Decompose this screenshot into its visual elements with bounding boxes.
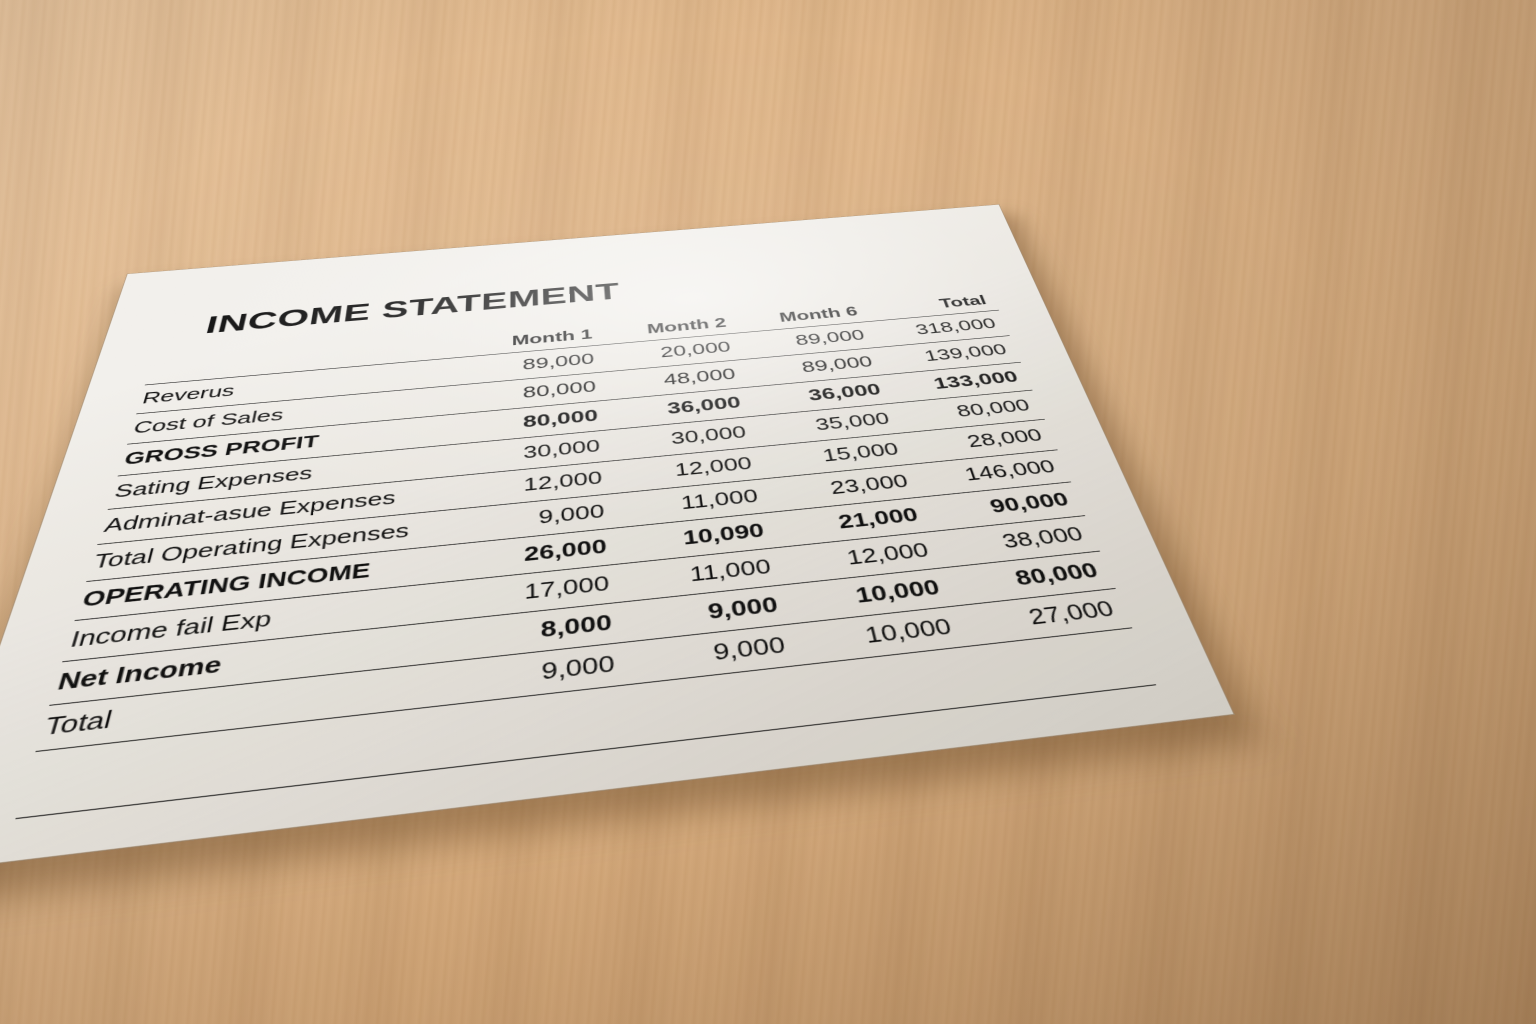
table-body: Reverus 89,000 20,000 89,000 318,000 Cos… [15,310,1156,819]
income-statement-table: Month 1 Month 2 Month 6 Total Reverus 89… [15,287,1156,819]
